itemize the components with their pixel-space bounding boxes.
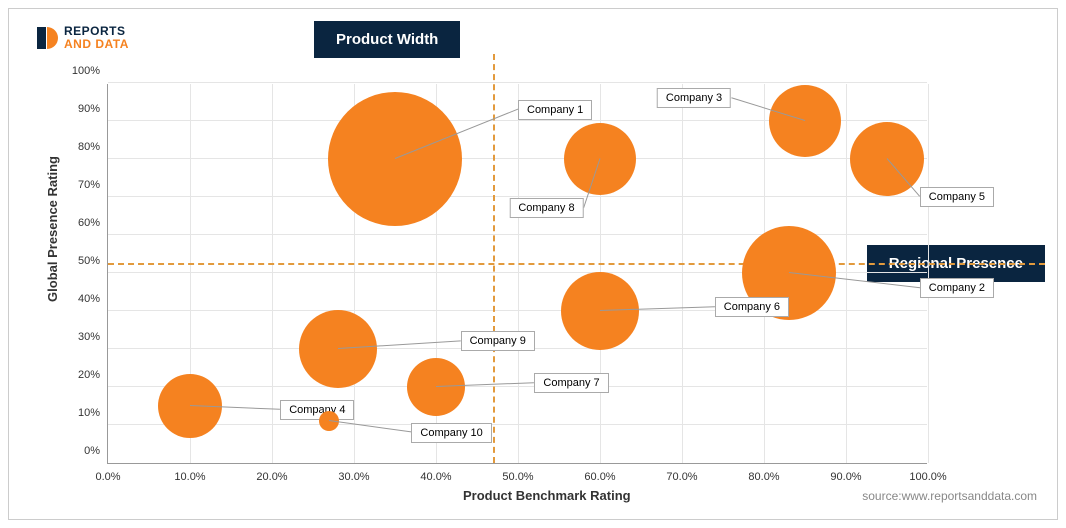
y-tick: 100% [72,65,108,77]
y-tick: 70% [78,179,108,191]
logo-icon [37,27,58,49]
y-tick: 40% [78,293,108,305]
y-tick: 20% [78,369,108,381]
bubble-label: Company 9 [461,331,535,351]
x-tick: 0.0% [95,463,120,483]
logo: REPORTS AND DATA [37,25,129,51]
x-tick: 60.0% [584,463,615,483]
bubble-label: Company 7 [534,373,608,393]
bubble-label: Company 8 [509,198,583,218]
x-tick: 100.0% [909,463,946,483]
x-tick: 20.0% [256,463,287,483]
y-tick: 90% [78,103,108,115]
y-tick: 60% [78,217,108,229]
x-axis-label: Product Benchmark Rating [463,488,631,503]
x-tick: 50.0% [502,463,533,483]
x-tick: 30.0% [338,463,369,483]
x-tick: 90.0% [830,463,861,483]
x-tick: 10.0% [174,463,205,483]
x-tick: 40.0% [420,463,451,483]
x-tick: 80.0% [748,463,779,483]
y-tick: 30% [78,331,108,343]
bubble-label: Company 1 [518,100,592,120]
bubble-label: Company 6 [715,297,789,317]
bubble-plot: 0.0%10.0%20.0%30.0%40.0%50.0%60.0%70.0%8… [107,84,927,464]
x-tick: 70.0% [666,463,697,483]
y-tick: 80% [78,141,108,153]
bubble-label: Company 2 [920,278,994,298]
y-tick: 50% [78,255,108,267]
logo-line2: AND DATA [64,37,129,51]
bubble-label: Company 4 [280,400,354,420]
bubble [769,85,841,157]
badge-product-width: Product Width [314,21,460,58]
y-tick: 10% [78,407,108,419]
y-tick: 0% [84,445,108,457]
chart-frame: REPORTS AND DATA Product Width Regional … [8,8,1058,520]
bubble-label: Company 3 [657,88,731,108]
bubble-label: Company 10 [411,423,491,443]
bubble-label: Company 5 [920,187,994,207]
y-axis-label: Global Presence Rating [45,156,60,302]
source-text: source:www.reportsanddata.com [862,489,1037,503]
